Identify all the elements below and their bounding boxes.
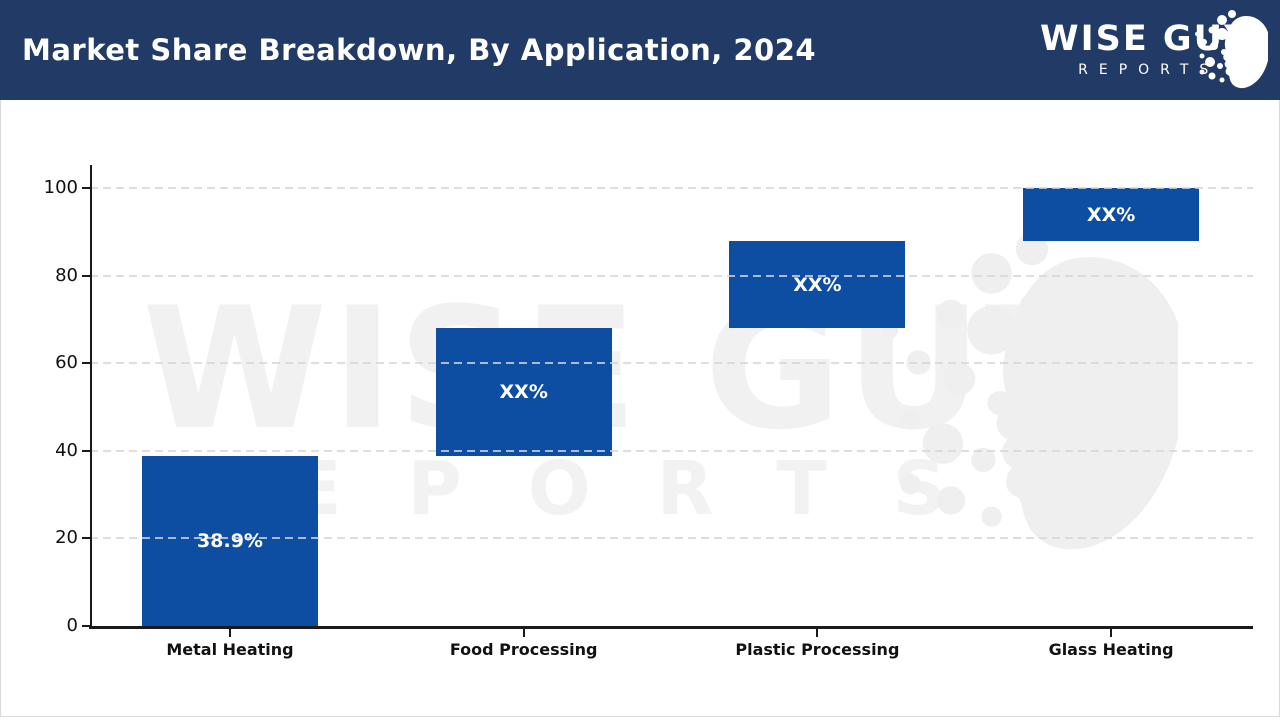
gridline-y100 [90, 187, 1253, 189]
y-tick-label: 100 [43, 177, 78, 198]
y-tick-mark [82, 362, 90, 365]
y-tick-label: 60 [55, 352, 78, 374]
y-axis [90, 165, 92, 628]
y-tick-label: 40 [55, 439, 78, 461]
page-title: Market Share Breakdown, By Application, … [22, 33, 817, 67]
logo-subtext: REPORTS [1078, 62, 1220, 78]
logo-wordmark: WISE GUY [1040, 19, 1252, 59]
y-tick-mark [82, 625, 90, 627]
bar-plastic-processing: XX% [729, 241, 906, 328]
bar-value-label: XX% [793, 273, 842, 296]
watermark: WISE GUY REPORTS [0, 100, 1280, 717]
x-category-label: Food Processing [449, 640, 598, 659]
watermark-dotted-face-icon [882, 232, 1178, 550]
bar-value-label: XX% [499, 380, 548, 403]
bar-value-label: 38.9% [197, 529, 263, 552]
x-category-label: Plastic Processing [735, 640, 900, 659]
x-tick-mark [816, 629, 819, 637]
bar-food-processing: XX% [435, 327, 612, 456]
bar-metal-heating: 38.9% [142, 455, 318, 626]
gridline-y40 [90, 449, 1253, 452]
wiseguy-logo: WISE GUY REPORTS [1010, 6, 1268, 94]
y-tick-mark [82, 187, 90, 189]
x-tick-mark [229, 629, 231, 637]
y-tick-label: 0 [66, 615, 78, 636]
y-tick-mark [82, 537, 90, 540]
bar-value-label: XX% [1086, 203, 1136, 226]
logo-text: WISE GUY REPORTS [1040, 19, 1252, 79]
y-tick-label: 20 [55, 527, 78, 549]
dotted-face-icon [1195, 10, 1268, 89]
bar-glass-heating: XX% [1023, 188, 1200, 242]
x-tick-mark [522, 629, 525, 637]
y-tick-mark [82, 449, 90, 452]
x-axis [89, 626, 1253, 629]
x-tick-mark [1110, 629, 1113, 637]
x-category-label: Glass Heating [1048, 640, 1174, 659]
y-tick-mark [82, 274, 90, 277]
gridline-y80 [90, 274, 1253, 277]
x-category-label: Metal Heating [166, 640, 294, 659]
header-bar: Market Share Breakdown, By Application, … [0, 0, 1280, 100]
y-tick-label: 80 [55, 264, 78, 286]
gridline-y60 [90, 362, 1253, 365]
gridline-y20 [90, 537, 1253, 540]
